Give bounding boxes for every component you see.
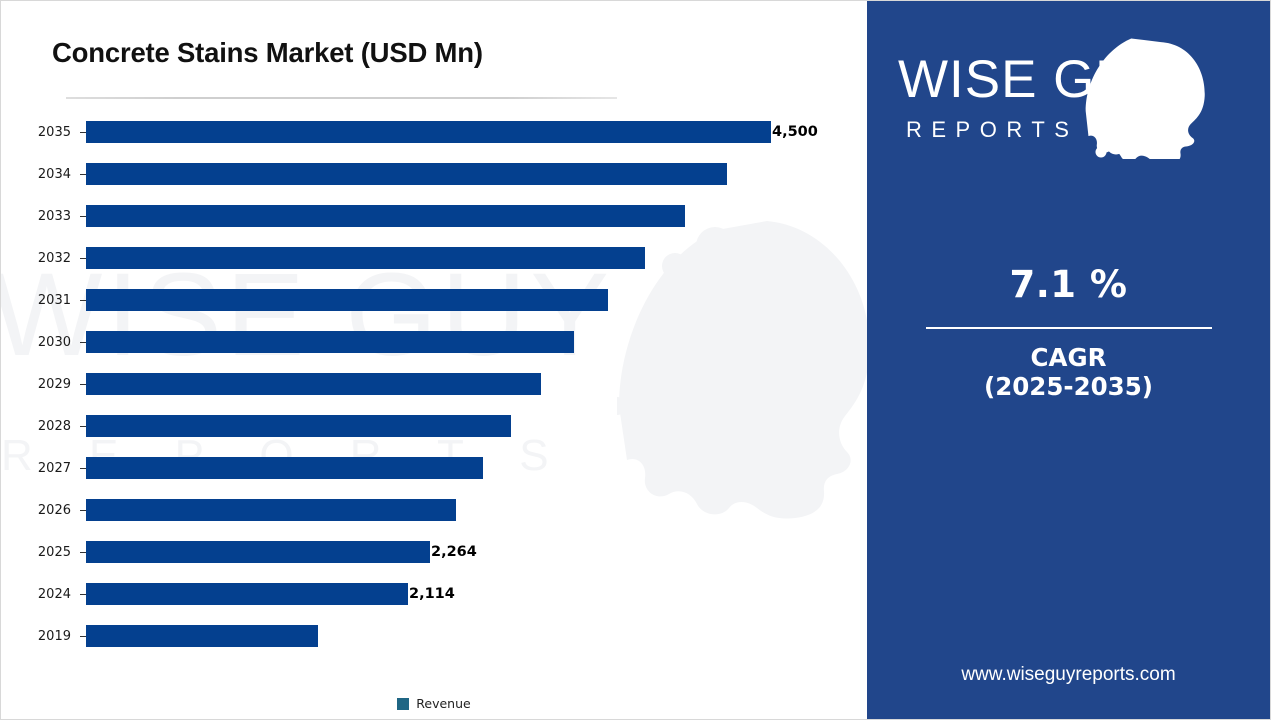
cagr-value: 7.1 % bbox=[1009, 263, 1128, 306]
legend-label-revenue: Revenue bbox=[416, 696, 471, 711]
y-axis-tick-label: 2033 bbox=[37, 208, 71, 224]
bar-row: 2029 bbox=[1, 363, 867, 405]
y-axis-tick-label: 2028 bbox=[37, 418, 71, 434]
y-axis-tick-label: 2035 bbox=[37, 124, 71, 140]
bar-row: 2028 bbox=[1, 405, 867, 447]
y-axis-tick-mark bbox=[80, 215, 86, 217]
bar-2028 bbox=[86, 415, 511, 437]
y-axis-tick-label: 2026 bbox=[37, 502, 71, 518]
y-axis-tick-label: 2031 bbox=[37, 292, 71, 308]
bar-2025 bbox=[86, 541, 430, 563]
brand-panel: WISE GUY REPORTS 7.1 % CAGR bbox=[867, 1, 1270, 719]
y-axis-tick-label: 2027 bbox=[37, 460, 71, 476]
bar-row: 2024 2,114 bbox=[1, 573, 867, 615]
y-axis-tick-mark bbox=[80, 131, 86, 133]
bar-row: 2026 bbox=[1, 489, 867, 531]
y-axis-tick-label: 2030 bbox=[37, 334, 71, 350]
legend-swatch-revenue bbox=[397, 697, 410, 710]
y-axis-tick-mark bbox=[80, 635, 86, 637]
bar-2027 bbox=[86, 457, 483, 479]
y-axis-tick-mark bbox=[80, 425, 86, 427]
bar-row: 2019 bbox=[1, 615, 867, 657]
y-axis-tick-mark bbox=[80, 509, 86, 511]
y-axis-tick-mark bbox=[80, 341, 86, 343]
y-axis-tick-mark bbox=[80, 593, 86, 595]
cagr-label: CAGR bbox=[1030, 343, 1107, 372]
y-axis-tick-mark bbox=[80, 299, 86, 301]
svg-text:REPORTS: REPORTS bbox=[906, 117, 1078, 142]
cagr-block: 7.1 % CAGR (2025-2035) bbox=[867, 263, 1270, 402]
y-axis-tick-mark bbox=[80, 173, 86, 175]
y-axis-tick-label: 2019 bbox=[37, 628, 71, 644]
bar-2034 bbox=[86, 163, 727, 185]
bar-2030 bbox=[86, 331, 574, 353]
bar-row: 2033 bbox=[1, 195, 867, 237]
bar-value-label: 2,264 bbox=[431, 544, 477, 560]
y-axis-tick-label: 2024 bbox=[37, 586, 71, 602]
y-axis-tick-mark bbox=[80, 551, 86, 553]
bar-row: 2032 bbox=[1, 237, 867, 279]
wiseguyreports-logo-icon: WISE GUY REPORTS bbox=[898, 38, 1205, 159]
bar-2032 bbox=[86, 247, 645, 269]
cagr-period: (2025-2035) bbox=[984, 372, 1153, 402]
bar-2033 bbox=[86, 205, 685, 227]
bar-2029 bbox=[86, 373, 541, 395]
y-axis-tick-label: 2032 bbox=[37, 250, 71, 266]
bar-2024 bbox=[86, 583, 408, 605]
website-url[interactable]: www.wiseguyreports.com bbox=[961, 664, 1176, 685]
bar-row: 2034 bbox=[1, 153, 867, 195]
chart-panel: WISE GUY R E P O R T S Concrete Stains M… bbox=[1, 1, 867, 719]
plot-area: 2035 4,500 2034 2033 2032 20 bbox=[1, 111, 867, 656]
y-axis-tick-label: 2025 bbox=[37, 544, 71, 560]
y-axis-tick-mark bbox=[80, 383, 86, 385]
chart-title: Concrete Stains Market (USD Mn) bbox=[52, 37, 483, 68]
bar-2026 bbox=[86, 499, 456, 521]
bar-2035 bbox=[86, 121, 771, 143]
bar-row: 2027 bbox=[1, 447, 867, 489]
company-logo: WISE GUY REPORTS bbox=[867, 37, 1270, 159]
cagr-divider bbox=[925, 327, 1212, 329]
y-axis-tick-label: 2029 bbox=[37, 376, 71, 392]
title-divider bbox=[66, 97, 617, 99]
bar-row: 2025 2,264 bbox=[1, 531, 867, 573]
y-axis-tick-mark bbox=[80, 257, 86, 259]
bar-row: 2035 4,500 bbox=[1, 111, 867, 153]
bar-row: 2030 bbox=[1, 321, 867, 363]
y-axis-tick-mark bbox=[80, 467, 86, 469]
bar-2019 bbox=[86, 625, 318, 647]
bar-row: 2031 bbox=[1, 279, 867, 321]
bar-value-label: 4,500 bbox=[772, 124, 818, 140]
bar-2031 bbox=[86, 289, 608, 311]
chart-legend: Revenue bbox=[1, 696, 867, 711]
bar-value-label: 2,114 bbox=[409, 586, 455, 602]
y-axis-tick-label: 2034 bbox=[37, 166, 71, 182]
